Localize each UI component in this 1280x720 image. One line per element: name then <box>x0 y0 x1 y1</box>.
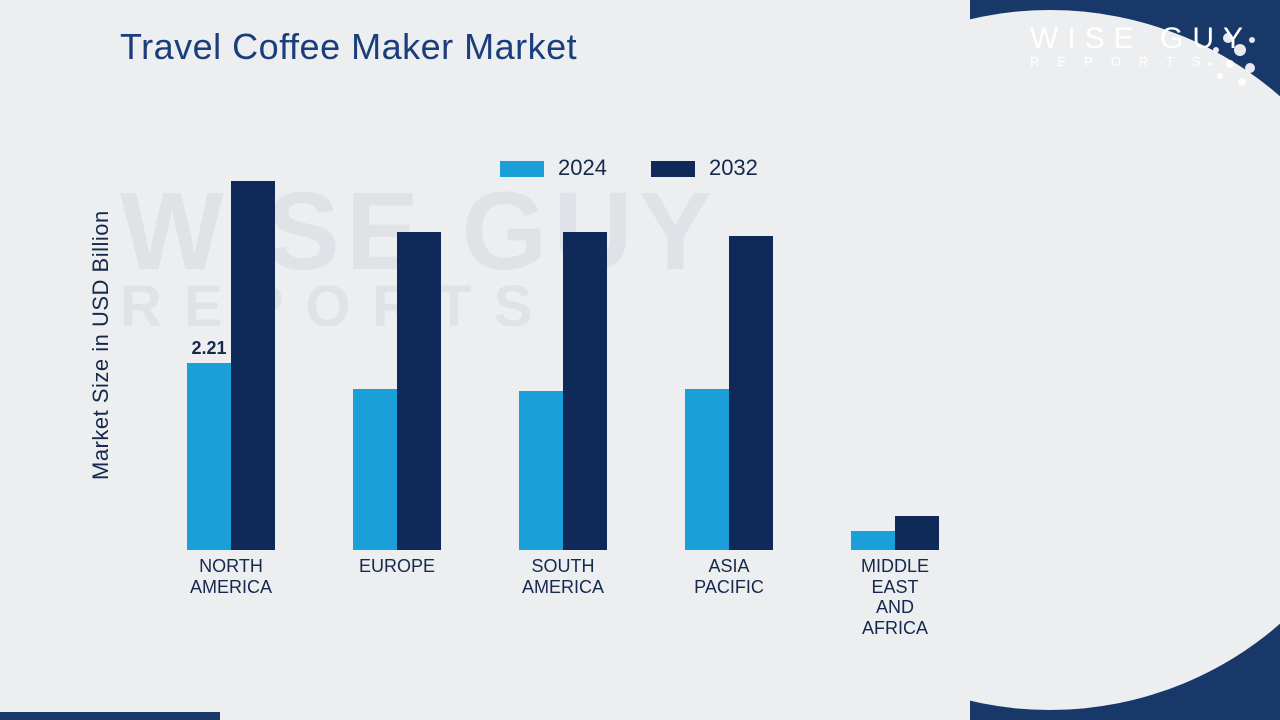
x-label: SOUTHAMERICA <box>488 556 638 597</box>
brand-logo: WISE GUY REPORTS <box>1030 22 1252 69</box>
bar-2032 <box>729 236 773 550</box>
bar-2024 <box>685 389 729 550</box>
chart-title: Travel Coffee Maker Market <box>120 26 577 68</box>
legend-swatch-2032 <box>651 161 695 177</box>
legend-label-2024: 2024 <box>558 155 607 180</box>
legend-item-2024: 2024 <box>500 155 607 181</box>
x-label: ASIAPACIFIC <box>654 556 804 597</box>
legend: 2024 2032 <box>500 155 758 181</box>
legend-label-2032: 2032 <box>709 155 758 180</box>
bar-2032 <box>397 232 441 550</box>
footer-accent-bar <box>0 712 220 720</box>
bar-group <box>322 232 472 550</box>
bar-2024 <box>187 363 231 550</box>
plot-area: 2.21 <box>148 160 978 550</box>
bar-2024 <box>353 389 397 550</box>
bar-2032 <box>895 516 939 550</box>
data-label: 2.21 <box>191 338 226 359</box>
x-label: NORTHAMERICA <box>156 556 306 597</box>
bar-2024 <box>851 531 895 550</box>
bar-2024 <box>519 391 563 550</box>
legend-item-2032: 2032 <box>651 155 758 181</box>
x-label: EUROPE <box>322 556 472 577</box>
legend-swatch-2024 <box>500 161 544 177</box>
chart-area: Market Size in USD Billion 2.21 NORTHAME… <box>50 150 990 700</box>
bar-2032 <box>231 181 275 550</box>
logo-line1: WISE GUY <box>1030 22 1252 56</box>
x-label: MIDDLEEASTANDAFRICA <box>820 556 970 639</box>
bar-group <box>654 236 804 550</box>
bar-group <box>488 232 638 550</box>
bar-group <box>820 516 970 550</box>
page-root: WISE GUY REPORTS Travel Coffee Maker Mar… <box>0 0 1280 720</box>
bar-2032 <box>563 232 607 550</box>
bar-group <box>156 181 306 550</box>
logo-line2: REPORTS <box>1030 54 1252 69</box>
y-axis-label: Market Size in USD Billion <box>88 210 114 480</box>
